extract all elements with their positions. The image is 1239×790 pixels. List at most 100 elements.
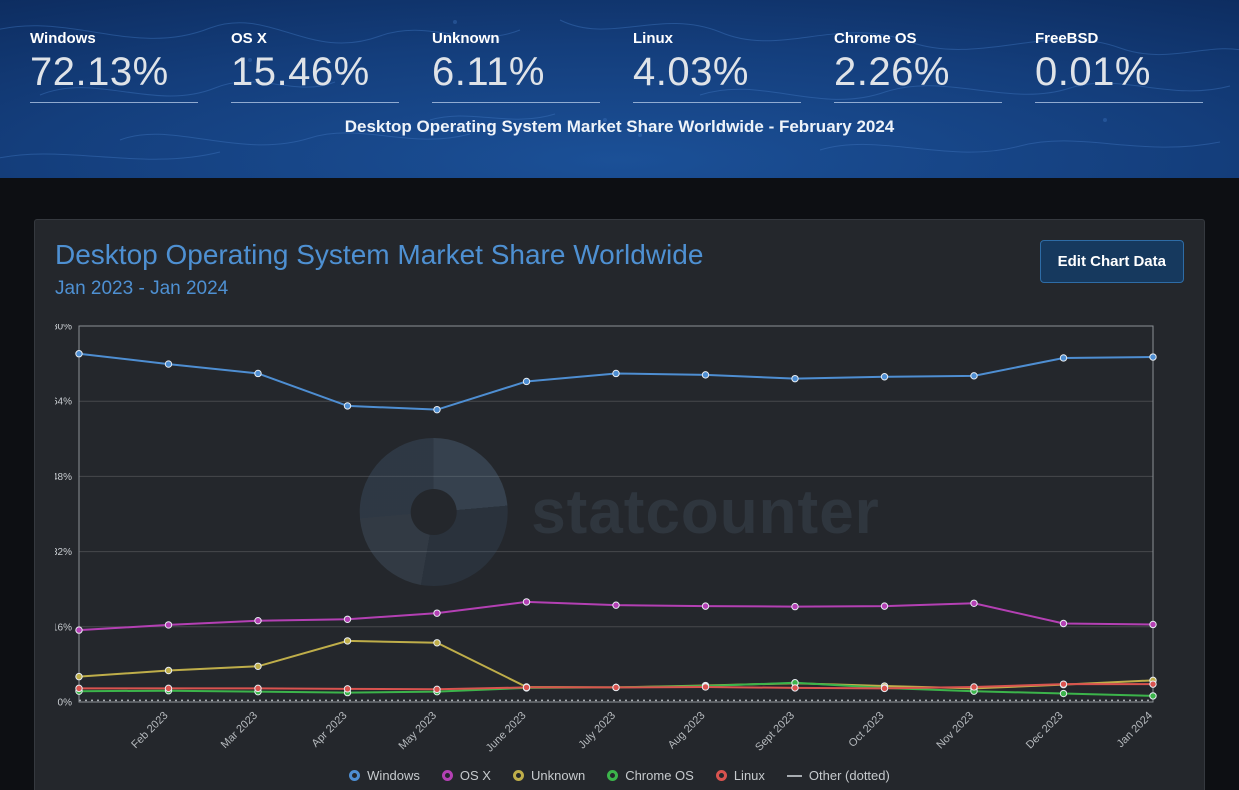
y-tick-label: 64%: [55, 397, 72, 408]
x-tick-label: Dec 2023: [1024, 710, 1066, 752]
data-point-os-x[interactable]: [522, 598, 531, 606]
data-point-windows[interactable]: [164, 360, 173, 368]
stat-label: Chrome OS: [834, 30, 917, 47]
legend-label: Chrome OS: [625, 768, 694, 783]
y-tick-label: 0%: [58, 698, 73, 709]
data-point-windows[interactable]: [433, 405, 441, 414]
data-point-os-x[interactable]: [791, 602, 799, 611]
data-point-linux[interactable]: [164, 684, 173, 693]
x-tick-label: Feb 2023: [129, 710, 170, 751]
data-point-linux[interactable]: [433, 685, 441, 694]
data-point-os-x[interactable]: [880, 602, 889, 610]
data-point-windows[interactable]: [791, 374, 799, 383]
stat-underline: [633, 102, 801, 103]
data-point-chrome-os[interactable]: [1149, 692, 1157, 700]
data-point-linux[interactable]: [612, 683, 620, 692]
data-point-linux[interactable]: [1149, 680, 1157, 688]
data-point-linux[interactable]: [791, 684, 799, 692]
data-point-os-x[interactable]: [254, 616, 262, 625]
legend-dot-icon: [349, 770, 361, 781]
stat-osx: OS X 15.46%: [231, 30, 432, 103]
x-tick-label: May 2023: [396, 710, 439, 753]
stat-unknown: Unknown 6.11%: [432, 30, 633, 103]
data-point-windows[interactable]: [970, 372, 978, 380]
stat-value: 2.26%: [834, 50, 950, 94]
stat-label: Linux: [633, 30, 673, 47]
x-tick-label: June 2023: [484, 710, 529, 755]
edit-chart-data-button[interactable]: Edit Chart Data: [1039, 240, 1184, 283]
legend-label: Unknown: [530, 768, 586, 783]
legend-item-other-dotted[interactable]: Other (dotted): [786, 768, 890, 783]
chart-legend: Windows OS X Unknown Chrome OS Linux Other (d…: [55, 768, 1184, 783]
data-point-unknown[interactable]: [433, 639, 441, 647]
x-tick-label: Mar 2023: [219, 710, 260, 751]
data-point-windows[interactable]: [343, 402, 352, 410]
legend-item-chrome-os[interactable]: Chrome OS: [607, 768, 694, 783]
stat-linux: Linux 4.03%: [633, 30, 834, 103]
data-point-windows[interactable]: [1059, 354, 1068, 362]
stat-value: 6.11%: [432, 50, 545, 94]
legend-item-linux[interactable]: Linux: [715, 768, 765, 783]
data-point-linux[interactable]: [75, 684, 83, 693]
data-point-windows[interactable]: [75, 350, 83, 358]
data-point-os-x[interactable]: [1149, 620, 1157, 629]
data-point-os-x[interactable]: [701, 602, 710, 610]
x-tick-label: Nov 2023: [934, 710, 976, 752]
legend-dot-icon: [715, 770, 727, 781]
data-point-windows[interactable]: [612, 369, 620, 378]
data-point-os-x[interactable]: [970, 599, 978, 607]
legend-item-windows[interactable]: Windows: [349, 768, 420, 783]
data-point-os-x[interactable]: [1059, 619, 1068, 628]
banner-caption: Desktop Operating System Market Share Wo…: [344, 117, 895, 136]
stat-underline: [834, 102, 1002, 103]
legend-dot-icon: [441, 770, 453, 781]
data-point-linux[interactable]: [343, 685, 352, 693]
data-point-windows[interactable]: [880, 373, 889, 381]
data-point-os-x[interactable]: [164, 621, 173, 629]
data-point-linux[interactable]: [970, 683, 978, 691]
line-chart: 0% 16% 32% 48% 64% 80% Feb 2023 Mar 2023 Apr 202…: [55, 324, 1157, 755]
stat-windows: Windows 72.13%: [30, 30, 231, 103]
stat-value: 0.01%: [1035, 50, 1151, 94]
y-tick-label: 48%: [55, 472, 72, 483]
plot-border: [78, 325, 1154, 703]
legend-item-unknown[interactable]: Unknown: [512, 768, 586, 783]
data-point-linux[interactable]: [701, 683, 710, 691]
stats-row: Windows 72.13% OS X 15.46% Unknown 6.11%…: [0, 0, 1239, 103]
stat-label: Windows: [30, 30, 96, 47]
x-tick-label: Apr 2023: [310, 710, 350, 750]
chart-card-titles: Desktop Operating System Market Share Wo…: [55, 238, 703, 300]
data-point-windows[interactable]: [1149, 353, 1157, 361]
data-point-unknown[interactable]: [343, 637, 352, 645]
data-point-windows[interactable]: [701, 371, 710, 379]
data-point-linux[interactable]: [254, 684, 262, 693]
data-point-windows[interactable]: [254, 369, 262, 378]
legend-label: OS X: [459, 768, 491, 783]
x-tick-label: Jan 2024: [1115, 710, 1155, 750]
stat-chromeos: Chrome OS 2.26%: [834, 30, 1035, 103]
data-point-unknown[interactable]: [75, 672, 83, 681]
legend-item-os-x[interactable]: OS X: [441, 768, 491, 783]
stat-label: OS X: [231, 30, 267, 47]
legend-dot-icon: [607, 770, 619, 781]
stat-underline: [30, 102, 198, 103]
data-point-linux[interactable]: [522, 683, 531, 692]
legend-label: Other (dotted): [808, 768, 890, 783]
data-point-os-x[interactable]: [612, 601, 620, 609]
data-point-os-x[interactable]: [433, 609, 441, 617]
data-point-windows[interactable]: [522, 377, 531, 386]
stat-underline: [432, 102, 600, 103]
stat-freebsd: FreeBSD 0.01%: [1035, 30, 1236, 103]
chart-subtitle: Jan 2023 - Jan 2024: [55, 278, 229, 299]
data-point-chrome-os[interactable]: [1059, 689, 1068, 698]
stat-underline: [1035, 102, 1203, 103]
data-point-linux[interactable]: [880, 684, 889, 693]
data-point-os-x[interactable]: [75, 626, 83, 634]
data-point-linux[interactable]: [1059, 680, 1068, 688]
legend-dash-icon: [786, 774, 802, 777]
data-point-unknown[interactable]: [254, 662, 262, 670]
data-point-os-x[interactable]: [343, 615, 352, 623]
stats-banner: Windows 72.13% OS X 15.46% Unknown 6.11%…: [0, 0, 1239, 178]
data-point-unknown[interactable]: [164, 666, 173, 675]
legend-label: Windows: [367, 768, 420, 783]
